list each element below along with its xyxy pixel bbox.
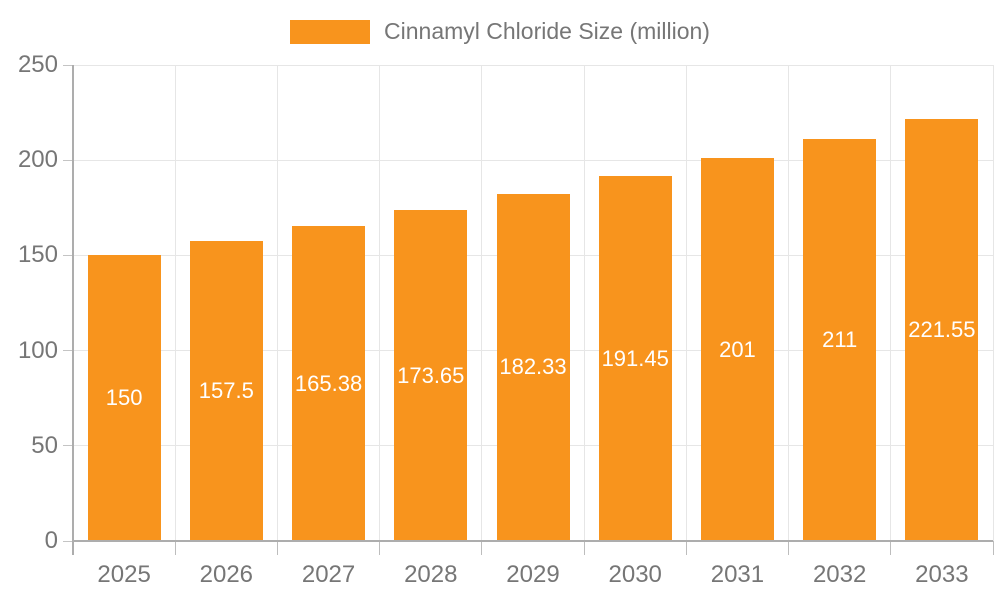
- x-axis-tick: [890, 541, 892, 555]
- bar-value-label: 165.38: [294, 370, 363, 396]
- x-axis-tick: [583, 541, 585, 555]
- bar[interactable]: 157.5: [189, 241, 263, 540]
- bar[interactable]: 165.38: [292, 226, 366, 540]
- y-axis-tick: [63, 254, 73, 256]
- bar[interactable]: 201: [700, 158, 774, 540]
- gridline-vertical: [481, 65, 483, 541]
- gridline-vertical: [992, 65, 994, 541]
- gridline-horizontal: [73, 64, 993, 66]
- y-axis-label: 100: [17, 336, 58, 364]
- x-axis-label: 2025: [97, 561, 151, 588]
- legend-label: Cinnamyl Chloride Size (million): [384, 18, 710, 44]
- gridline-vertical: [788, 65, 790, 541]
- legend-swatch: [290, 19, 371, 44]
- gridline-vertical: [174, 65, 176, 541]
- y-axis-tick: [63, 445, 73, 447]
- y-axis-label: 0: [44, 527, 58, 554]
- y-axis-line: [72, 65, 74, 555]
- bar-value-label: 191.45: [601, 345, 669, 371]
- bar-value-label: 182.33: [499, 354, 567, 380]
- bar-value-label: 221.55: [908, 317, 976, 343]
- gridline-vertical: [583, 65, 585, 541]
- gridline-vertical: [890, 65, 892, 541]
- x-axis-label: 2032: [812, 561, 867, 588]
- x-axis-label: 2033: [915, 561, 969, 588]
- x-axis-label: 2029: [506, 561, 560, 588]
- x-axis-tick: [379, 541, 381, 555]
- bar[interactable]: 150: [87, 255, 161, 540]
- x-axis-label: 2026: [199, 561, 254, 588]
- x-axis-label: 2028: [404, 561, 458, 588]
- gridline-horizontal: [73, 159, 993, 161]
- x-axis-tick: [174, 541, 176, 555]
- gridline-vertical: [379, 65, 381, 541]
- y-axis-label: 50: [31, 431, 58, 459]
- x-axis-tick: [481, 541, 483, 555]
- y-axis-label: 250: [17, 51, 58, 78]
- bar-value-label: 211: [822, 327, 858, 353]
- bar[interactable]: 221.55: [905, 119, 979, 540]
- x-axis-line: [72, 540, 993, 542]
- bar-value-label: 173.65: [397, 362, 465, 388]
- y-axis-tick: [63, 159, 73, 161]
- x-axis-tick: [788, 541, 790, 555]
- x-axis-label: 2027: [301, 561, 356, 588]
- y-axis-tick: [63, 540, 73, 542]
- bar-value-label: 150: [105, 385, 143, 411]
- bar[interactable]: 211: [803, 139, 877, 540]
- gridline-vertical: [276, 65, 278, 541]
- bar[interactable]: 191.45: [598, 176, 672, 540]
- bar[interactable]: 182.33: [496, 193, 570, 540]
- x-axis-label: 2031: [710, 561, 765, 588]
- bar-value-label: 201: [719, 336, 756, 362]
- y-axis-label: 150: [17, 241, 58, 269]
- legend-item[interactable]: Cinnamyl Chloride Size (million): [0, 18, 1000, 45]
- x-axis-tick: [276, 541, 278, 555]
- x-axis-label: 2030: [608, 561, 662, 588]
- y-axis-tick: [63, 350, 73, 352]
- y-axis-tick: [63, 64, 73, 66]
- bar[interactable]: 173.65: [394, 210, 468, 540]
- y-axis-label: 200: [17, 146, 58, 174]
- bar-value-label: 157.5: [198, 378, 254, 404]
- x-axis-tick: [992, 541, 994, 555]
- gridline-vertical: [685, 65, 687, 541]
- x-axis-tick: [685, 541, 687, 555]
